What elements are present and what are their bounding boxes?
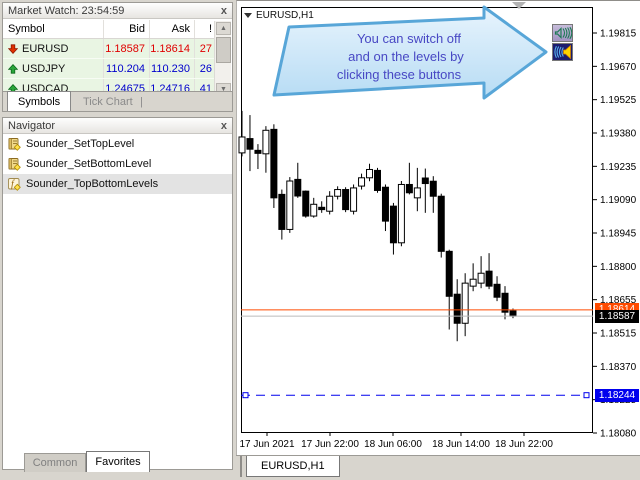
speaker-waves-icon bbox=[554, 26, 573, 40]
speaker-waves-icon bbox=[554, 44, 571, 60]
level-handle-left[interactable] bbox=[242, 392, 249, 399]
close-icon[interactable]: x bbox=[220, 119, 227, 132]
callout-line-2: and on the levels by bbox=[348, 49, 464, 64]
list-item-label: Sounder_SetTopLevel bbox=[26, 138, 135, 150]
callout-line-3: clicking these buttons bbox=[337, 67, 462, 82]
price-tick-label: 1.19525 bbox=[600, 95, 637, 106]
time-tick-label: 18 Jun 14:00 bbox=[432, 439, 490, 450]
tab-separator: | bbox=[140, 96, 143, 108]
column-header-spread[interactable]: ! bbox=[208, 23, 212, 35]
market-watch-titlebar[interactable]: Market Watch: 23:54:59 x bbox=[3, 3, 232, 19]
callout-line-1: You can switch off bbox=[357, 31, 461, 46]
chart-symbol-label[interactable]: EURUSD,H1 bbox=[244, 10, 314, 21]
chevron-down-icon bbox=[244, 13, 252, 18]
bid-price-badge: 1.18587 bbox=[595, 309, 639, 323]
navigator-tabbar: Common Favorites bbox=[2, 451, 233, 472]
script-icon bbox=[8, 138, 21, 151]
navigator-titlebar[interactable]: Navigator x bbox=[3, 118, 232, 134]
list-item-sounder-settoplevel[interactable]: Sounder_SetTopLevel bbox=[3, 134, 232, 154]
price-tick-label: 1.19090 bbox=[600, 195, 637, 206]
market-watch-table: Symbol Bid Ask ! EURUSD 1.18587 1.18614 … bbox=[3, 20, 215, 99]
candlestick-chart[interactable]: 1.19815 1.19670 1.19525 1.19380 1.19235 1.190… bbox=[237, 1, 640, 456]
price-tick-label: 1.18945 bbox=[600, 229, 637, 240]
tab-eurusd-h1[interactable]: EURUSD,H1 bbox=[246, 456, 340, 477]
script-icon bbox=[8, 158, 21, 171]
candlesticks bbox=[238, 110, 517, 342]
column-header-ask[interactable]: Ask bbox=[150, 20, 195, 38]
ask-value: 110.230 bbox=[150, 59, 195, 78]
symbol-name: EURUSD bbox=[22, 42, 69, 55]
callout-arrow: You can switch off and on the levels by … bbox=[272, 5, 548, 100]
table-row-eurusd[interactable]: EURUSD 1.18587 1.18614 27 bbox=[3, 39, 215, 59]
navigator-title: Navigator bbox=[8, 119, 56, 132]
pointer-triangle-icon bbox=[512, 2, 526, 9]
chart-plot-border bbox=[241, 7, 593, 433]
price-tick-label: 1.18515 bbox=[600, 329, 637, 340]
price-tick-label: 1.19380 bbox=[600, 129, 637, 140]
tab-tick-chart[interactable]: Tick Chart bbox=[83, 96, 133, 108]
symbol-name: USDJPY bbox=[22, 62, 66, 75]
ask-value: 1.18614 bbox=[150, 39, 195, 58]
time-tick-label: 18 Jun 22:00 bbox=[495, 439, 553, 450]
bid-value: 1.18587 bbox=[104, 39, 150, 58]
price-tick-label: 1.19670 bbox=[600, 62, 637, 73]
list-item-label: Sounder_TopBottomLevels bbox=[26, 178, 159, 190]
time-tick-label: 18 Jun 06:00 bbox=[364, 439, 422, 450]
tab-symbols[interactable]: Symbols bbox=[7, 91, 72, 111]
navigator-panel: Navigator x Sounder_SetTopLevel Sounder_… bbox=[2, 117, 233, 470]
tab-favorites[interactable]: Favorites bbox=[86, 451, 150, 472]
scrollbar-up-icon[interactable]: ▲ bbox=[216, 22, 231, 35]
spread-value: 27 bbox=[199, 42, 212, 55]
chart-tabbar: EURUSD,H1 bbox=[236, 455, 640, 480]
arrow-down-icon bbox=[8, 43, 18, 54]
level-handle-right[interactable] bbox=[583, 392, 590, 399]
tab-common[interactable]: Common bbox=[24, 453, 86, 472]
close-icon[interactable]: x bbox=[220, 4, 227, 17]
arrow-up-icon bbox=[8, 63, 18, 74]
table-row-usdjpy[interactable]: USDJPY 110.204 110.230 26 bbox=[3, 59, 215, 79]
price-tick-label: 1.18800 bbox=[600, 262, 637, 273]
market-watch-title: Market Watch: 23:54:59 bbox=[8, 4, 125, 17]
scrollbar-thumb[interactable] bbox=[216, 37, 231, 63]
price-tick-label: 1.18655 bbox=[600, 295, 637, 306]
price-tick-label: 1.18370 bbox=[600, 362, 637, 373]
sound-bottom-level-button[interactable] bbox=[552, 43, 573, 61]
list-item-sounder-topbottomlevels[interactable]: f Sounder_TopBottomLevels bbox=[3, 174, 232, 194]
market-watch-header: Symbol Bid Ask ! bbox=[3, 20, 215, 39]
list-item-sounder-setbottomlevel[interactable]: Sounder_SetBottomLevel bbox=[3, 154, 232, 174]
column-header-bid[interactable]: Bid bbox=[104, 20, 150, 38]
tabbar-edge bbox=[237, 456, 242, 477]
list-item-label: Sounder_SetBottomLevel bbox=[26, 158, 152, 170]
sound-top-level-button[interactable] bbox=[552, 24, 573, 42]
svg-text:f: f bbox=[11, 179, 15, 190]
price-tick-label: 1.19815 bbox=[600, 29, 637, 40]
level-price-badge: 1.18244 bbox=[595, 388, 639, 402]
time-tick-label: 17 Jun 22:00 bbox=[301, 439, 359, 450]
price-tick-label: 1.18080 bbox=[600, 429, 637, 440]
indicator-icon: f bbox=[8, 178, 21, 191]
time-tick-label: 17 Jun 2021 bbox=[239, 439, 294, 450]
bid-value: 110.204 bbox=[104, 59, 150, 78]
market-watch-panel: Market Watch: 23:54:59 x Symbol Bid Ask … bbox=[2, 2, 233, 112]
price-tick-label: 1.19235 bbox=[600, 162, 637, 173]
spread-value: 26 bbox=[199, 62, 212, 75]
chart-window: 1.19815 1.19670 1.19525 1.19380 1.19235 1.190… bbox=[236, 0, 640, 455]
scrollbar[interactable]: ▲ ▼ bbox=[214, 21, 231, 97]
column-header-symbol[interactable]: Symbol bbox=[3, 20, 104, 38]
market-watch-tabbar: Symbols Tick Chart | bbox=[3, 91, 232, 111]
